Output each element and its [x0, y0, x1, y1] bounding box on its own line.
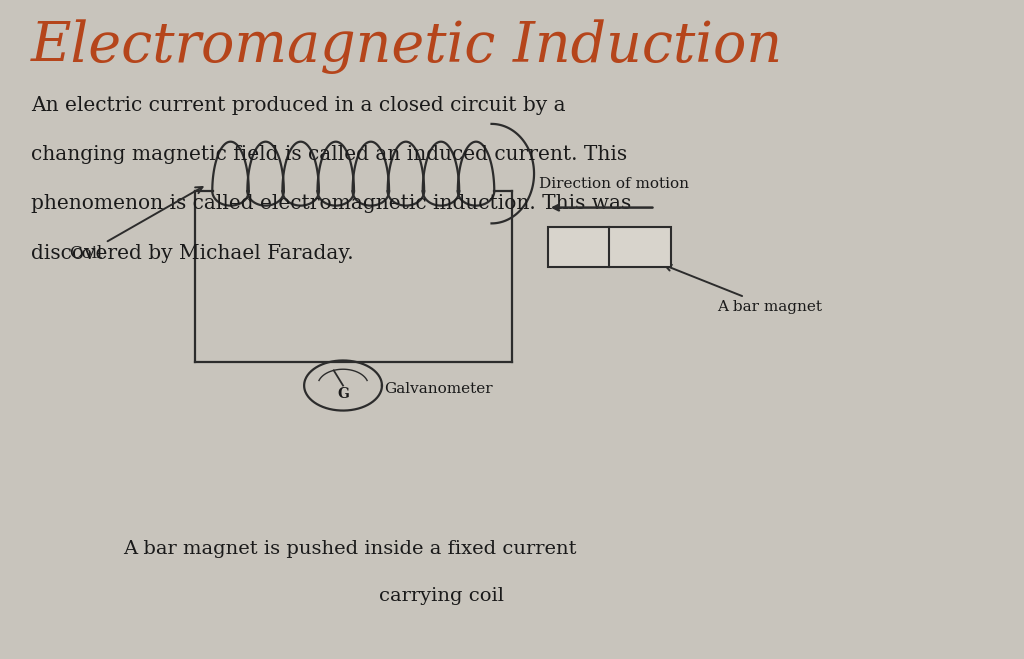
- Text: phenomenon is called electromagnetic induction. This was: phenomenon is called electromagnetic ind…: [31, 194, 631, 214]
- Bar: [548, 227, 671, 267]
- Text: N: N: [571, 239, 586, 256]
- Text: G: G: [337, 387, 349, 401]
- Text: A bar magnet: A bar magnet: [665, 265, 822, 314]
- Text: changing magnetic field is called an induced current. This: changing magnetic field is called an ind…: [31, 145, 627, 164]
- Text: A bar magnet is pushed inside a fixed current: A bar magnet is pushed inside a fixed cu…: [123, 540, 577, 558]
- Text: S: S: [634, 239, 646, 256]
- Text: carrying coil: carrying coil: [379, 587, 504, 604]
- Text: Coil: Coil: [70, 187, 203, 262]
- Text: An electric current produced in a closed circuit by a: An electric current produced in a closed…: [31, 96, 565, 115]
- Text: Direction of motion: Direction of motion: [540, 177, 689, 191]
- Text: Electromagnetic Induction: Electromagnetic Induction: [31, 20, 782, 74]
- Text: discovered by Michael Faraday.: discovered by Michael Faraday.: [31, 244, 353, 263]
- Text: Galvanometer: Galvanometer: [384, 382, 493, 396]
